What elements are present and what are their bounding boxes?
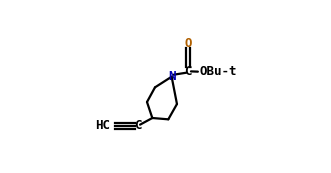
Text: O: O (185, 37, 192, 50)
Text: N: N (168, 70, 175, 83)
Text: OBu-t: OBu-t (199, 65, 237, 78)
Text: HC: HC (95, 120, 110, 133)
Text: C: C (185, 65, 192, 78)
Text: C: C (134, 120, 141, 133)
